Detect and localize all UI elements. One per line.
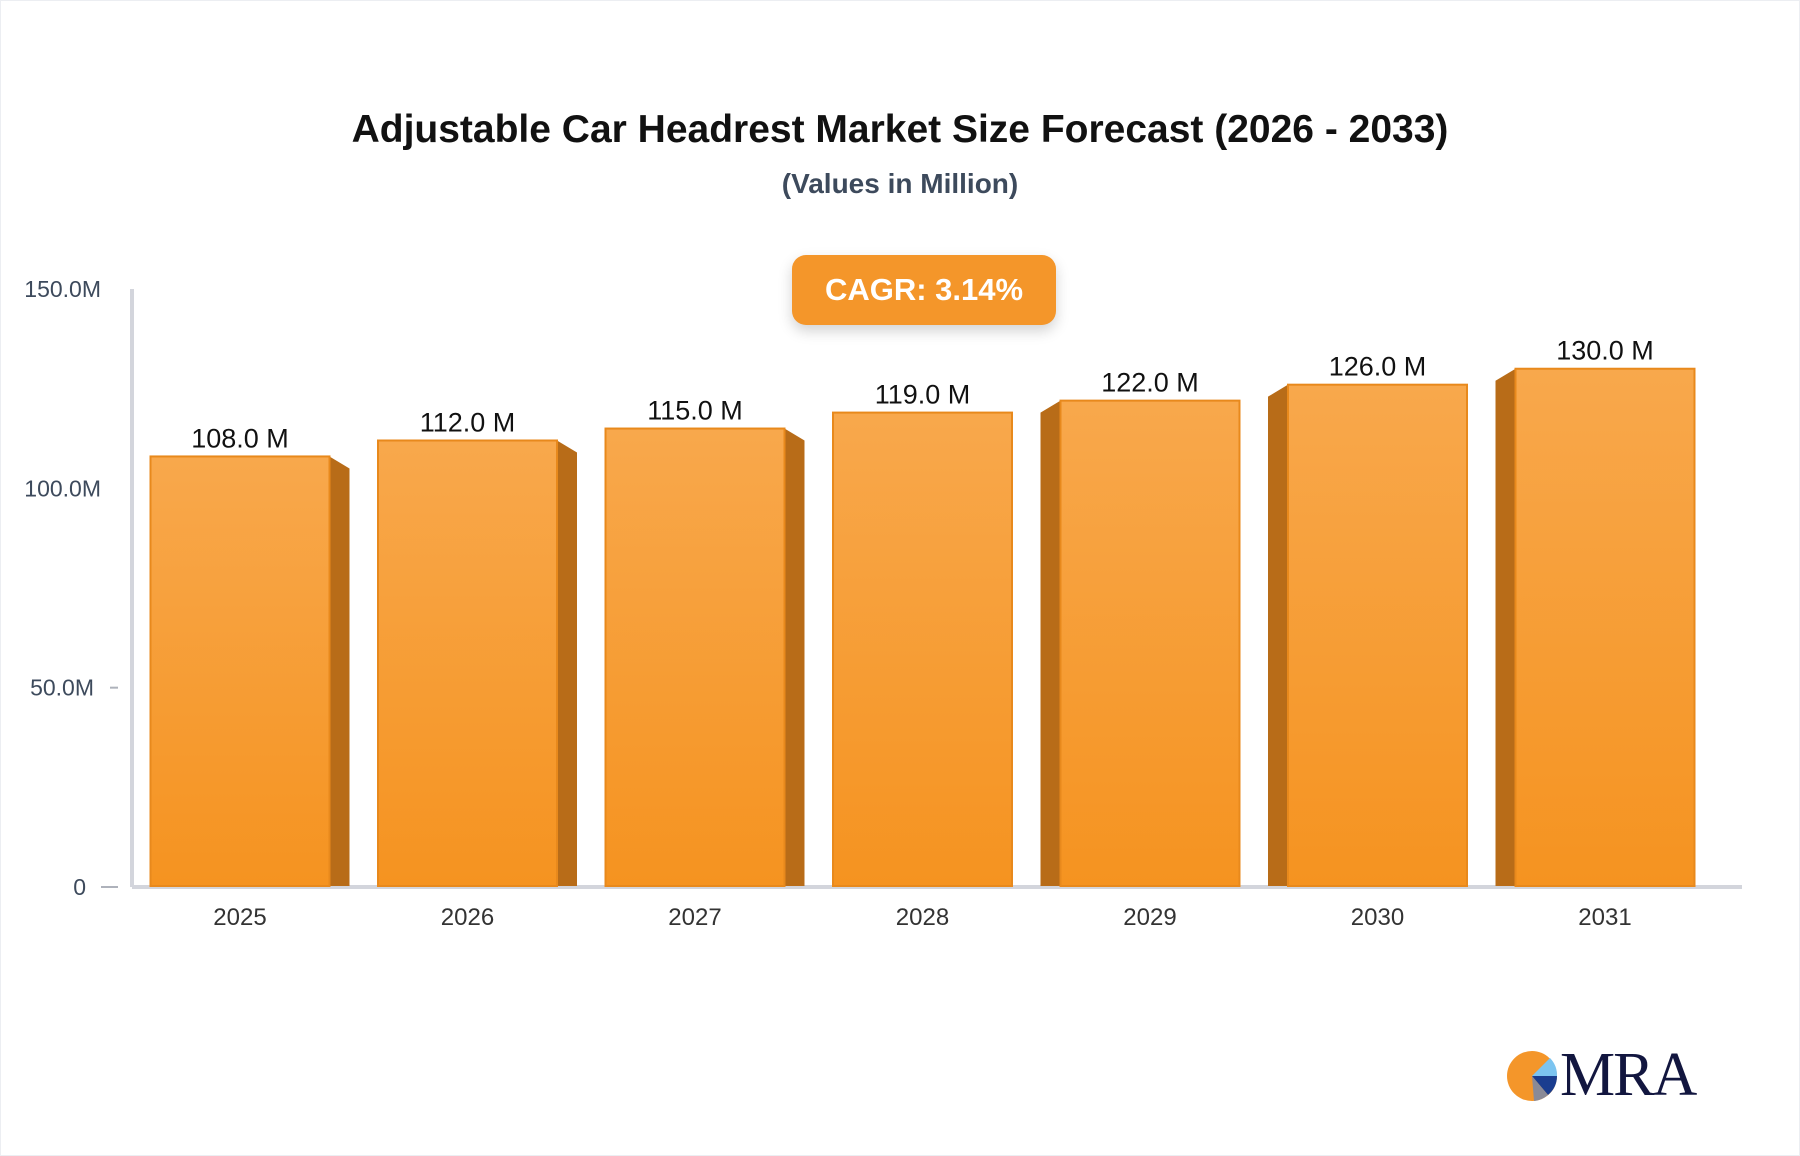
value-label: 108.0 M [191, 423, 289, 453]
bar-side [1495, 368, 1516, 886]
bar-2028 [832, 411, 1013, 887]
y-tick-label: 100.0M [24, 475, 101, 501]
bar-side [784, 428, 805, 886]
value-label: 112.0 M [420, 407, 516, 437]
bar-2029 [1059, 399, 1241, 887]
bar-side [557, 440, 577, 886]
x-tick-label: 2025 [213, 904, 266, 931]
bar-2026 [377, 439, 558, 887]
value-label: 122.0 M [1101, 368, 1199, 398]
x-tick-label: 2027 [668, 904, 721, 931]
bar-2027 [604, 427, 786, 887]
chart-subtitle: (Values in Million) [781, 168, 1019, 199]
bar-side [329, 456, 350, 886]
value-label: 130.0 M [1556, 336, 1654, 366]
x-tick-label: 2031 [1578, 904, 1631, 931]
bar-2031 [1514, 367, 1696, 887]
logo-text: MRA [1560, 1041, 1697, 1109]
bar-side [1040, 400, 1061, 886]
cagr-badge: CAGR: 3.14% [792, 255, 1056, 325]
pie-logo-icon [1507, 1050, 1558, 1101]
y-tick-label: 0 [73, 874, 86, 900]
x-tick-label: 2030 [1351, 904, 1404, 931]
bar-side [1268, 384, 1288, 886]
bar-2030 [1287, 383, 1468, 887]
chart-title: Adjustable Car Headrest Market Size Fore… [351, 108, 1449, 151]
x-tick-label: 2028 [896, 904, 949, 931]
x-tick-label: 2029 [1123, 904, 1176, 931]
x-tick-label: 2026 [441, 904, 494, 931]
y-tick-label: 150.0M [24, 276, 101, 302]
bar-2025 [149, 455, 331, 887]
value-label: 115.0 M [647, 396, 743, 426]
value-label: 119.0 M [875, 380, 971, 410]
mra-logo: MRA [1506, 1040, 1697, 1111]
y-tick-label: 50.0M [30, 675, 94, 701]
value-label: 126.0 M [1329, 352, 1427, 382]
